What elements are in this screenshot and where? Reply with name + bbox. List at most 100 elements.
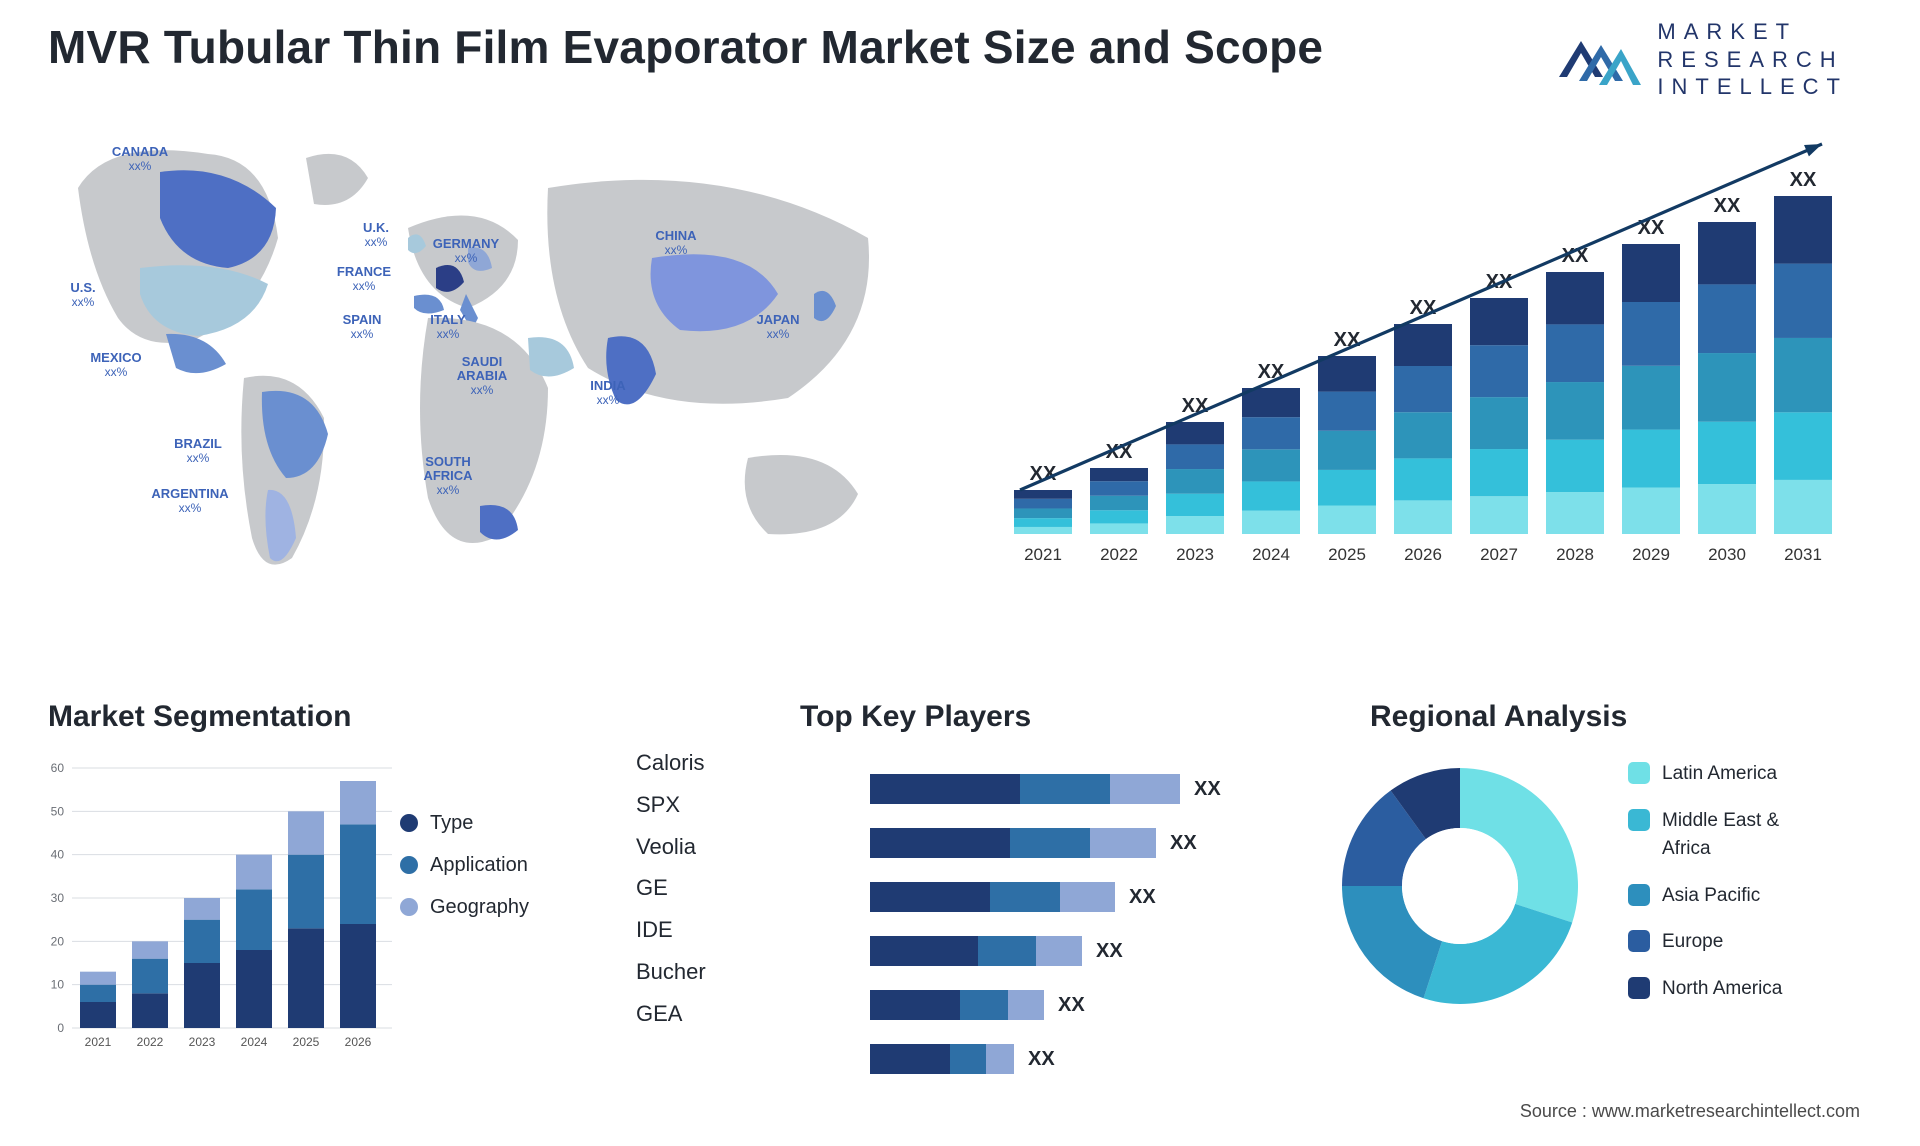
region-legend-item: Asia Pacific xyxy=(1628,882,1782,911)
svg-text:2025: 2025 xyxy=(1328,545,1366,564)
segmentation-legend-item: Application xyxy=(400,844,529,886)
svg-text:xx%: xx% xyxy=(129,159,152,173)
key-player-name: SPX xyxy=(636,784,706,826)
svg-text:CANADA: CANADA xyxy=(112,144,169,159)
svg-text:20: 20 xyxy=(51,934,65,948)
svg-text:60: 60 xyxy=(51,761,65,775)
key-players-name-list: CalorisSPXVeoliaGEIDEBucherGEA xyxy=(636,742,706,1035)
svg-text:XX: XX xyxy=(1258,361,1285,383)
logo-line3: INTELLECT xyxy=(1657,73,1848,101)
logo-swoosh-icon xyxy=(1555,27,1641,91)
svg-text:2021: 2021 xyxy=(1024,545,1062,564)
svg-text:FRANCE: FRANCE xyxy=(337,264,391,279)
svg-text:xx%: xx% xyxy=(365,235,388,249)
legend-label: Type xyxy=(430,802,473,844)
donut-svg xyxy=(1320,746,1600,1026)
key-player-bar xyxy=(870,990,1044,1020)
legend-dot-icon xyxy=(400,856,418,874)
svg-text:MEXICO: MEXICO xyxy=(90,350,141,365)
key-player-value: XX xyxy=(1028,1048,1055,1071)
key-player-value: XX xyxy=(1194,778,1221,801)
svg-text:xx%: xx% xyxy=(179,501,202,515)
svg-text:2026: 2026 xyxy=(345,1035,372,1049)
svg-text:BRAZIL: BRAZIL xyxy=(174,436,222,451)
key-players-header: Top Key Players xyxy=(800,700,1031,734)
key-player-bar xyxy=(870,1044,1014,1074)
svg-text:2030: 2030 xyxy=(1708,545,1746,564)
legend-label: Asia Pacific xyxy=(1662,882,1760,911)
svg-text:2025: 2025 xyxy=(293,1035,320,1049)
svg-text:xx%: xx% xyxy=(437,327,460,341)
svg-text:JAPAN: JAPAN xyxy=(756,312,799,327)
brand-logo: MARKET RESEARCH INTELLECT xyxy=(1555,18,1848,101)
svg-text:ITALY: ITALY xyxy=(430,312,466,327)
page-title: MVR Tubular Thin Film Evaporator Market … xyxy=(48,20,1323,74)
legend-label: North America xyxy=(1662,975,1782,1004)
svg-text:XX: XX xyxy=(1790,169,1817,191)
key-player-name: Bucher xyxy=(636,951,706,993)
segmentation-legend-item: Type xyxy=(400,802,529,844)
legend-dot-icon xyxy=(1628,762,1650,784)
svg-text:2028: 2028 xyxy=(1556,545,1594,564)
legend-label: Geography xyxy=(430,886,529,928)
legend-label: Application xyxy=(430,844,528,886)
legend-dot-icon xyxy=(1628,977,1650,999)
svg-text:xx%: xx% xyxy=(767,327,790,341)
segmentation-header: Market Segmentation xyxy=(48,700,351,734)
logo-line1: MARKET xyxy=(1657,18,1848,46)
source-line: Source : www.marketresearchintellect.com xyxy=(1520,1101,1860,1122)
svg-text:2023: 2023 xyxy=(189,1035,216,1049)
legend-dot-icon xyxy=(1628,930,1650,952)
svg-text:50: 50 xyxy=(51,804,65,818)
key-player-bar-row: XX xyxy=(870,982,1350,1028)
key-player-bar xyxy=(870,828,1156,858)
stacked-bar-svg: XX2021XX2022XX2023XX2024XX2025XX2026XX20… xyxy=(990,138,1860,618)
svg-text:SPAIN: SPAIN xyxy=(343,312,382,327)
legend-dot-icon xyxy=(400,898,418,916)
svg-text:AFRICA: AFRICA xyxy=(423,468,473,483)
svg-text:xx%: xx% xyxy=(105,365,128,379)
legend-dot-icon xyxy=(1628,809,1650,831)
key-player-bar-row: XX xyxy=(870,928,1350,974)
svg-text:xx%: xx% xyxy=(597,393,620,407)
key-player-bar-row: XX xyxy=(870,820,1350,866)
svg-text:SAUDI: SAUDI xyxy=(462,354,502,369)
svg-text:2031: 2031 xyxy=(1784,545,1822,564)
key-player-value: XX xyxy=(1170,832,1197,855)
svg-text:U.K.: U.K. xyxy=(363,220,389,235)
key-player-name: Veolia xyxy=(636,826,706,868)
legend-dot-icon xyxy=(1628,884,1650,906)
logo-line2: RESEARCH xyxy=(1657,46,1848,74)
region-legend-item: Europe xyxy=(1628,928,1782,957)
world-map: CANADAxx%U.S.xx%MEXICOxx%BRAZILxx%ARGENT… xyxy=(48,118,948,638)
key-player-name: IDE xyxy=(636,909,706,951)
svg-text:0: 0 xyxy=(57,1021,64,1035)
svg-text:INDIA: INDIA xyxy=(590,378,626,393)
world-map-svg: CANADAxx%U.S.xx%MEXICOxx%BRAZILxx%ARGENT… xyxy=(48,118,948,638)
legend-label: Latin America xyxy=(1662,760,1777,789)
svg-text:ARGENTINA: ARGENTINA xyxy=(151,486,229,501)
svg-text:CHINA: CHINA xyxy=(655,228,697,243)
key-player-name: GE xyxy=(636,867,706,909)
key-player-value: XX xyxy=(1096,940,1123,963)
legend-dot-icon xyxy=(400,814,418,832)
legend-label: Middle East &Africa xyxy=(1662,807,1779,864)
svg-text:2024: 2024 xyxy=(241,1035,268,1049)
svg-text:ARABIA: ARABIA xyxy=(457,368,508,383)
svg-text:U.S.: U.S. xyxy=(70,280,95,295)
key-player-value: XX xyxy=(1129,886,1156,909)
svg-text:2022: 2022 xyxy=(1100,545,1138,564)
key-player-bar-row: XX xyxy=(870,1036,1350,1082)
svg-text:2029: 2029 xyxy=(1632,545,1670,564)
key-player-name: Caloris xyxy=(636,742,706,784)
svg-text:40: 40 xyxy=(51,848,65,862)
key-player-bar xyxy=(870,774,1180,804)
key-player-bar xyxy=(870,936,1082,966)
region-legend-item: North America xyxy=(1628,975,1782,1004)
key-player-bar xyxy=(870,882,1115,912)
svg-text:XX: XX xyxy=(1714,195,1741,217)
svg-text:2021: 2021 xyxy=(85,1035,112,1049)
market-size-bar-chart: XX2021XX2022XX2023XX2024XX2025XX2026XX20… xyxy=(990,138,1860,618)
key-players-bars: XX XX XX XX XX XX xyxy=(870,766,1350,1090)
svg-text:2026: 2026 xyxy=(1404,545,1442,564)
